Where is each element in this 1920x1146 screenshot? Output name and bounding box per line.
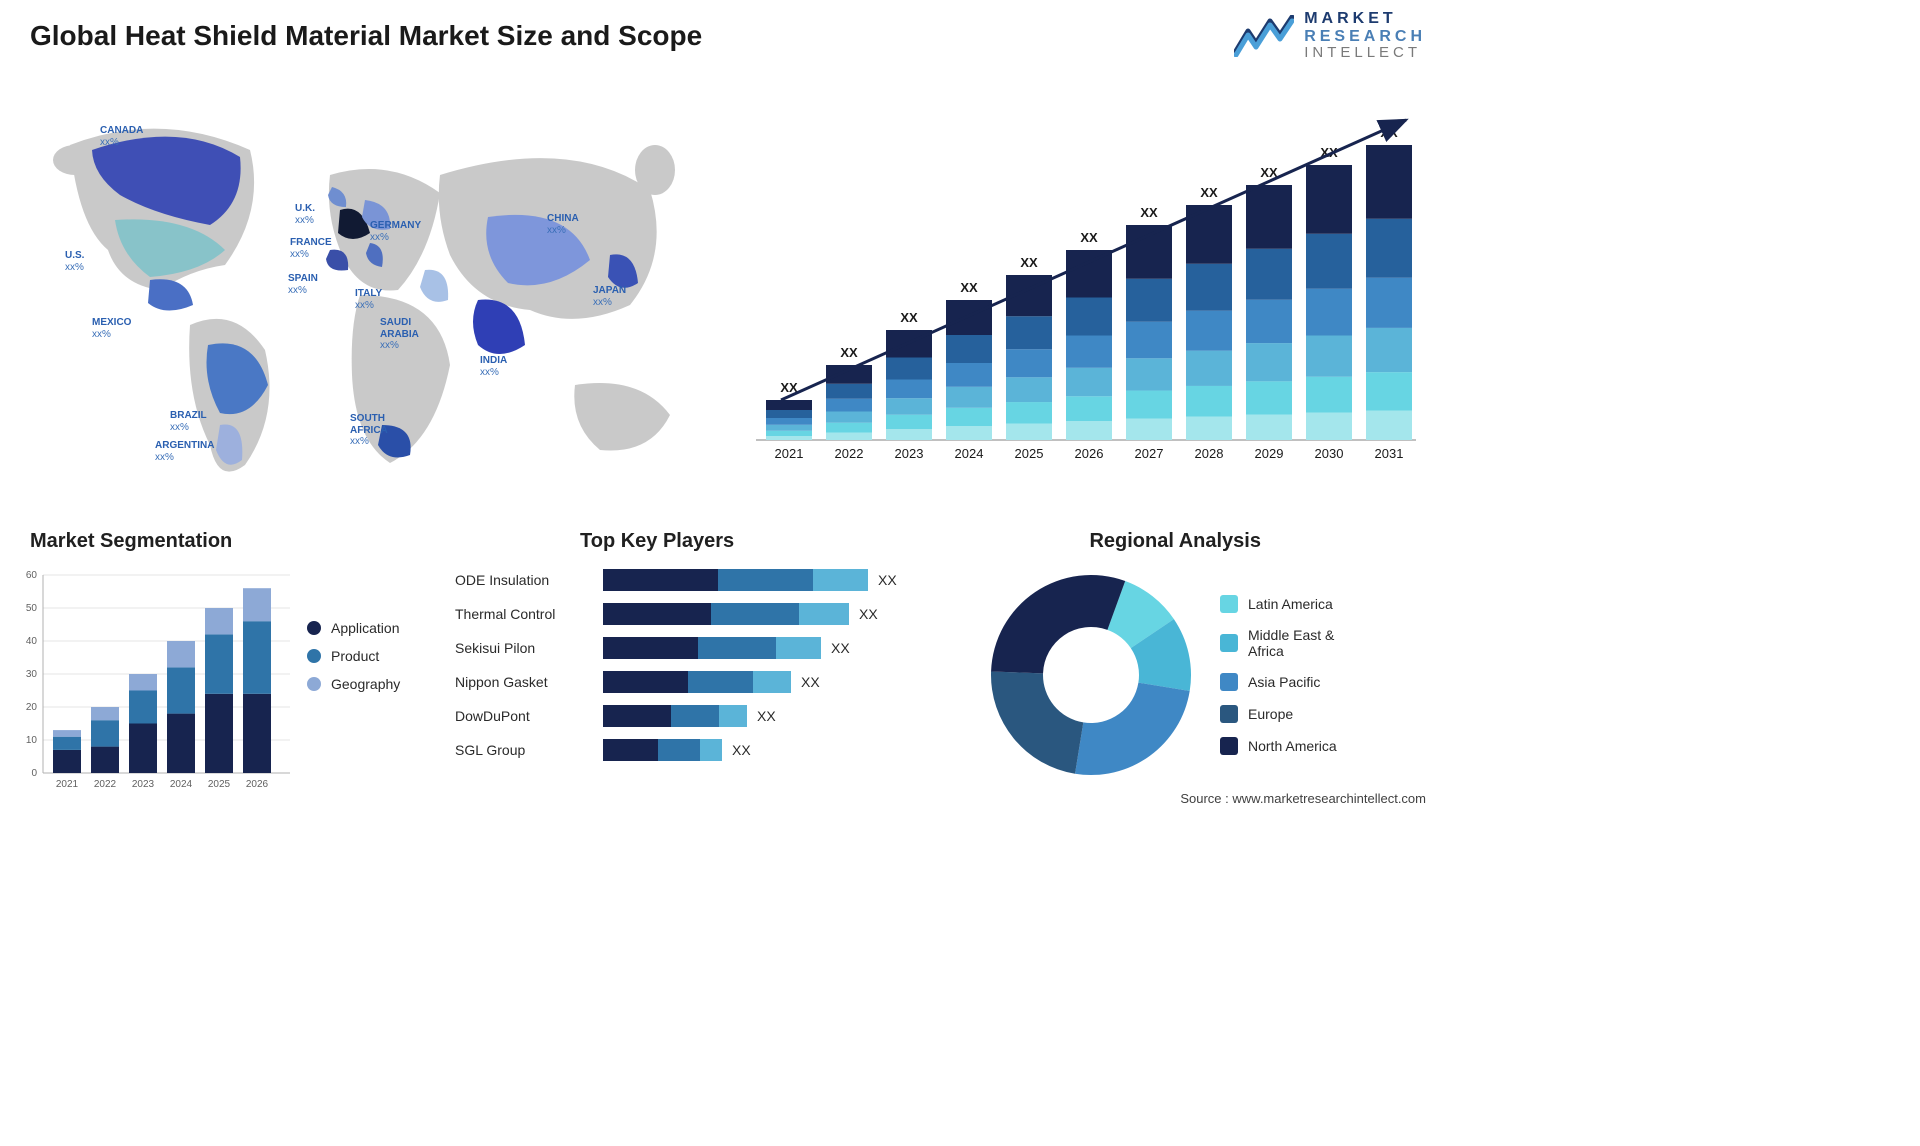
legend-item: Middle East & Africa <box>1220 627 1337 659</box>
svg-text:2021: 2021 <box>775 446 804 461</box>
map-label: ITALYxx% <box>355 288 382 311</box>
map-label: FRANCExx% <box>290 237 332 260</box>
svg-text:2026: 2026 <box>1075 446 1104 461</box>
svg-text:30: 30 <box>26 669 38 680</box>
legend-item: Geography <box>307 676 400 692</box>
segmentation-title: Market Segmentation <box>30 530 232 553</box>
svg-text:2025: 2025 <box>208 779 231 790</box>
key-player-row: Nippon GasketXX <box>455 667 965 697</box>
market-size-chart: XX 2021 XX 2022 XX 2023 XX 2024 XX 2025 XX 2026 XX 20… <box>746 100 1426 480</box>
legend-item: Europe <box>1220 705 1337 723</box>
world-map: CANADAxx% U.S.xx% MEXICOxx% BRAZILxx% ARGENT… <box>30 95 700 495</box>
legend-item: Latin America <box>1220 595 1337 613</box>
logo-line2: RESEARCH <box>1304 28 1426 46</box>
svg-text:2021: 2021 <box>56 779 79 790</box>
logo-mark-icon <box>1234 15 1294 57</box>
map-label: SOUTHAFRICAxx% <box>350 413 388 448</box>
map-label: U.S.xx% <box>65 250 84 273</box>
legend-item: North America <box>1220 737 1337 755</box>
map-label: INDIAxx% <box>480 355 507 378</box>
legend-item: Product <box>307 648 400 664</box>
map-label: CHINAxx% <box>547 213 579 236</box>
segmentation-chart: 0 10 20 30 40 50 60 2021 2022 2023 2024 2025 2026 Ap… <box>15 565 425 795</box>
key-player-row: DowDuPontXX <box>455 701 965 731</box>
map-label: BRAZILxx% <box>170 410 207 433</box>
svg-text:XX: XX <box>1080 230 1098 245</box>
svg-text:2030: 2030 <box>1315 446 1344 461</box>
key-player-row: Sekisui PilonXX <box>455 633 965 663</box>
svg-text:XX: XX <box>960 280 978 295</box>
svg-text:XX: XX <box>1020 255 1038 270</box>
source-caption: Source : www.marketresearchintellect.com <box>1180 791 1426 806</box>
brand-logo: MARKET RESEARCH INTELLECT <box>1234 10 1426 62</box>
svg-text:10: 10 <box>26 735 38 746</box>
svg-text:2029: 2029 <box>1255 446 1284 461</box>
legend-item: Asia Pacific <box>1220 673 1337 691</box>
map-label: SPAINxx% <box>288 273 318 296</box>
map-label: U.K.xx% <box>295 203 315 226</box>
key-player-row: ODE InsulationXX <box>455 565 965 595</box>
regional-title: Regional Analysis <box>1089 530 1261 553</box>
svg-text:0: 0 <box>31 768 37 779</box>
svg-text:2025: 2025 <box>1015 446 1044 461</box>
key-player-row: Thermal ControlXX <box>455 599 965 629</box>
svg-text:XX: XX <box>840 345 858 360</box>
regional-analysis-chart: Latin America Middle East & Africa Asia Pa… <box>986 560 1426 790</box>
svg-text:XX: XX <box>1200 185 1218 200</box>
map-label: JAPANxx% <box>593 285 626 308</box>
map-label: SAUDIARABIAxx% <box>380 317 419 352</box>
map-label: GERMANYxx% <box>370 220 421 243</box>
page-title: Global Heat Shield Material Market Size … <box>30 20 702 52</box>
svg-text:2022: 2022 <box>94 779 117 790</box>
svg-text:50: 50 <box>26 603 38 614</box>
svg-text:2023: 2023 <box>132 779 155 790</box>
logo-line1: MARKET <box>1304 10 1426 28</box>
svg-text:60: 60 <box>26 570 38 581</box>
svg-text:2031: 2031 <box>1375 446 1404 461</box>
key-player-row: SGL GroupXX <box>455 735 965 765</box>
map-label: ARGENTINAxx% <box>155 440 214 463</box>
svg-text:XX: XX <box>1140 205 1158 220</box>
svg-text:2028: 2028 <box>1195 446 1224 461</box>
key-players-title: Top Key Players <box>580 530 734 553</box>
key-players-chart: ODE InsulationXX Thermal ControlXX Sekisui… <box>455 565 965 795</box>
svg-text:2022: 2022 <box>835 446 864 461</box>
svg-text:2024: 2024 <box>955 446 984 461</box>
svg-text:40: 40 <box>26 636 38 647</box>
svg-text:2023: 2023 <box>895 446 924 461</box>
svg-text:XX: XX <box>900 310 918 325</box>
svg-text:2027: 2027 <box>1135 446 1164 461</box>
logo-line3: INTELLECT <box>1304 45 1426 62</box>
map-label: CANADAxx% <box>100 125 143 148</box>
svg-text:20: 20 <box>26 702 38 713</box>
map-label: MEXICOxx% <box>92 317 131 340</box>
legend-item: Application <box>307 620 400 636</box>
svg-text:2026: 2026 <box>246 779 269 790</box>
svg-text:2024: 2024 <box>170 779 193 790</box>
